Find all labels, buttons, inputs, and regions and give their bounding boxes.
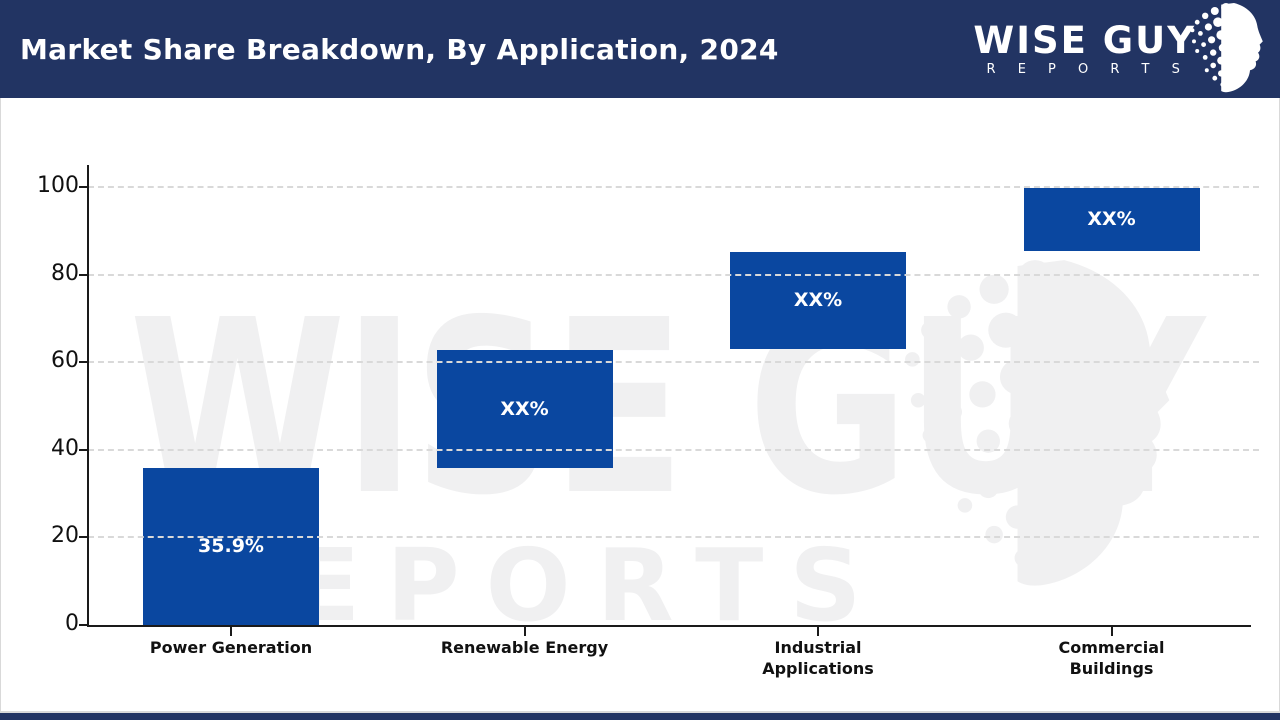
x-axis-tick (523, 627, 526, 636)
y-tick-label: 60 (51, 348, 79, 374)
gridline (88, 273, 1259, 276)
wiseguy-logo: WISE GUY R E P O R T S (973, 3, 1270, 95)
category-label: Renewable Energy (440, 638, 609, 657)
x-axis-tick (817, 627, 819, 636)
category-label: Commercial Buildings (1058, 638, 1165, 678)
bar-segment: 35.9% (143, 467, 319, 625)
header-bar: Market Share Breakdown, By Application, … (0, 0, 1280, 98)
x-axis-tick (230, 627, 232, 636)
logo-text: WISE GUY R E P O R T S (973, 22, 1196, 77)
gridline (88, 186, 1259, 188)
bar-value-label: 35.9% (198, 535, 264, 558)
y-tick-label: 0 (65, 611, 79, 636)
logo-wordmark: WISE GUY (973, 18, 1196, 62)
bar-value-label: XX% (1087, 208, 1136, 231)
y-axis-tick (79, 186, 88, 188)
y-tick-label: 80 (51, 260, 79, 286)
y-axis-tick (79, 448, 88, 451)
y-axis-tick (79, 273, 88, 276)
y-axis-tick (79, 361, 88, 364)
logo-head-dots-icon (1190, 3, 1263, 93)
y-axis-tick (79, 624, 88, 626)
gridline (88, 536, 1259, 539)
bar-segment: XX% (436, 349, 613, 468)
gridline (88, 361, 1259, 364)
y-tick-label: 40 (51, 435, 79, 461)
category-label: Power Generation (149, 638, 313, 657)
gridline (88, 448, 1259, 451)
watermark-head-dots-icon (905, 260, 1170, 586)
x-axis-tick (1110, 627, 1113, 636)
footer-bar (0, 713, 1280, 720)
bar-value-label: XX% (500, 397, 549, 420)
logo-subtitle: R E P O R T S (986, 61, 1189, 77)
y-axis-line (87, 165, 89, 627)
bar-segment: XX% (730, 251, 906, 350)
page-title: Market Share Breakdown, By Application, … (20, 32, 779, 66)
chart-area: WISE GUY REPORTS 0 20 40 60 80 100 35.9% Power … (0, 98, 1280, 713)
bar-segment: XX% (1023, 187, 1200, 251)
y-tick-label: 100 (37, 173, 79, 198)
x-axis-line (87, 625, 1251, 627)
bar-value-label: XX% (793, 289, 843, 312)
y-tick-label: 20 (51, 523, 79, 549)
y-axis-tick (79, 536, 88, 539)
category-label: Industrial Applications (762, 638, 874, 678)
